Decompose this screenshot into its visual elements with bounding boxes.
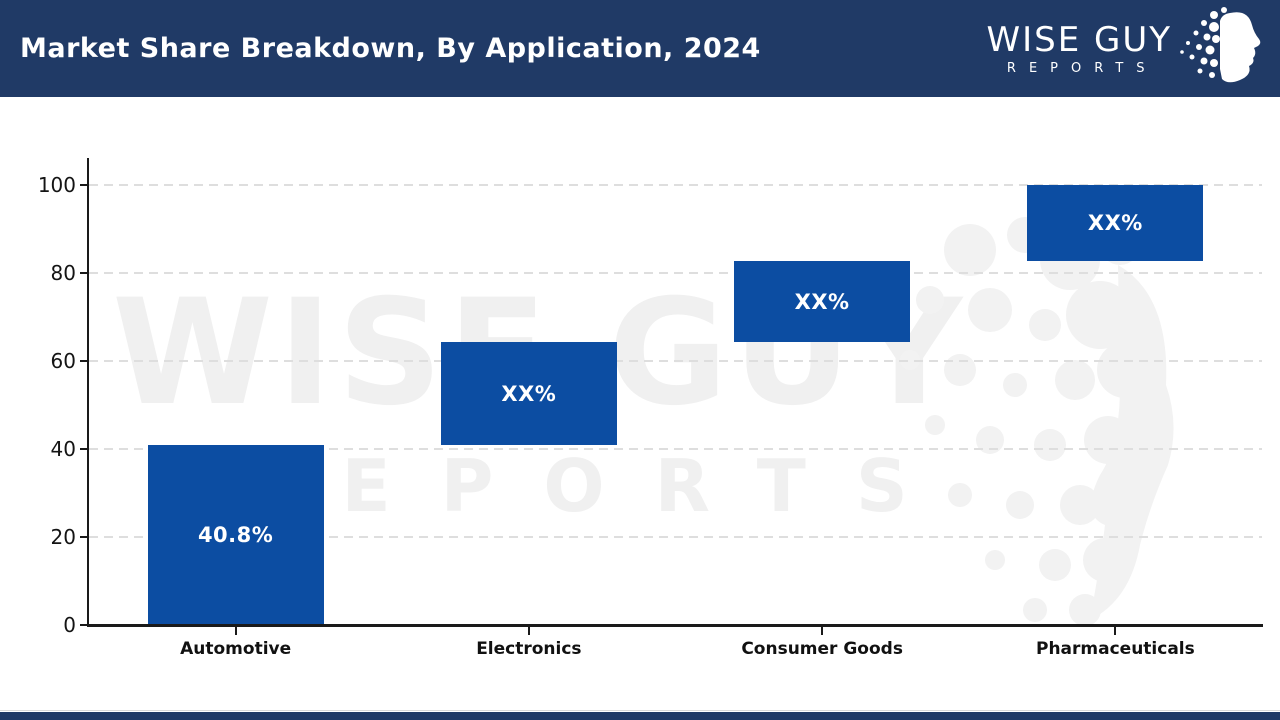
gridline-20 (89, 536, 1262, 538)
ytick-mark-40 (80, 448, 88, 450)
ytick-label-0: 0 (63, 613, 76, 637)
logo-reports-text: REPORTS (1006, 60, 1158, 76)
xtick-label-pharmaceuticals: Pharmaceuticals (1035, 639, 1195, 659)
gridline-60 (89, 360, 1262, 362)
bar-electronics: XX% (440, 342, 617, 446)
page-title: Market Share Breakdown, By Application, … (20, 33, 761, 64)
xtick-mark-electronics (527, 627, 530, 635)
bar-consumer-goods: XX% (734, 261, 911, 343)
header-bar: Market Share Breakdown, By Application, … (0, 0, 1280, 97)
bar-value-label-pharmaceuticals: XX% (1087, 211, 1143, 236)
xtick-mark-pharmaceuticals (1114, 627, 1117, 635)
xtick-mark-automotive (234, 627, 237, 635)
ytick-label-60: 60 (50, 349, 76, 373)
ytick-mark-0 (80, 624, 88, 626)
ytick-label-100: 100 (37, 173, 76, 197)
bar-value-label-automotive: 40.8% (197, 523, 274, 548)
logo-head-profile-icon (1174, 5, 1266, 93)
logo-wiseguy-text: WISE GUY (986, 19, 1172, 60)
footer-bar (0, 712, 1280, 720)
ytick-mark-100 (80, 184, 88, 186)
logo-wordmark: WISE GUY REPORTS (986, 23, 1172, 75)
xtick-label-consumer-goods: Consumer Goods (741, 639, 903, 659)
wiseguy-logo: WISE GUY REPORTS (986, 5, 1266, 93)
x-axis-line (87, 624, 1263, 627)
ytick-mark-60 (80, 360, 88, 362)
xtick-label-electronics: Electronics (476, 639, 582, 659)
gridline-80 (89, 272, 1262, 274)
ytick-mark-20 (80, 536, 88, 538)
gridline-40 (89, 448, 1262, 450)
bar-value-label-consumer-goods: XX% (794, 289, 850, 314)
bar-value-label-electronics: XX% (501, 381, 557, 406)
xtick-mark-consumer-goods (821, 627, 824, 635)
xtick-label-automotive: Automotive (180, 639, 292, 659)
gridline-100 (89, 184, 1262, 186)
ytick-label-20: 20 (50, 525, 76, 549)
ytick-label-40: 40 (50, 437, 76, 461)
bar-automotive: 40.8% (147, 445, 324, 625)
watermark-reports-text: REPORTS (236, 444, 958, 528)
ytick-label-80: 80 (50, 261, 76, 285)
bottom-divider (0, 710, 1280, 711)
bar-pharmaceuticals: XX% (1027, 185, 1204, 262)
y-axis-line (87, 158, 89, 627)
ytick-mark-80 (80, 272, 88, 274)
